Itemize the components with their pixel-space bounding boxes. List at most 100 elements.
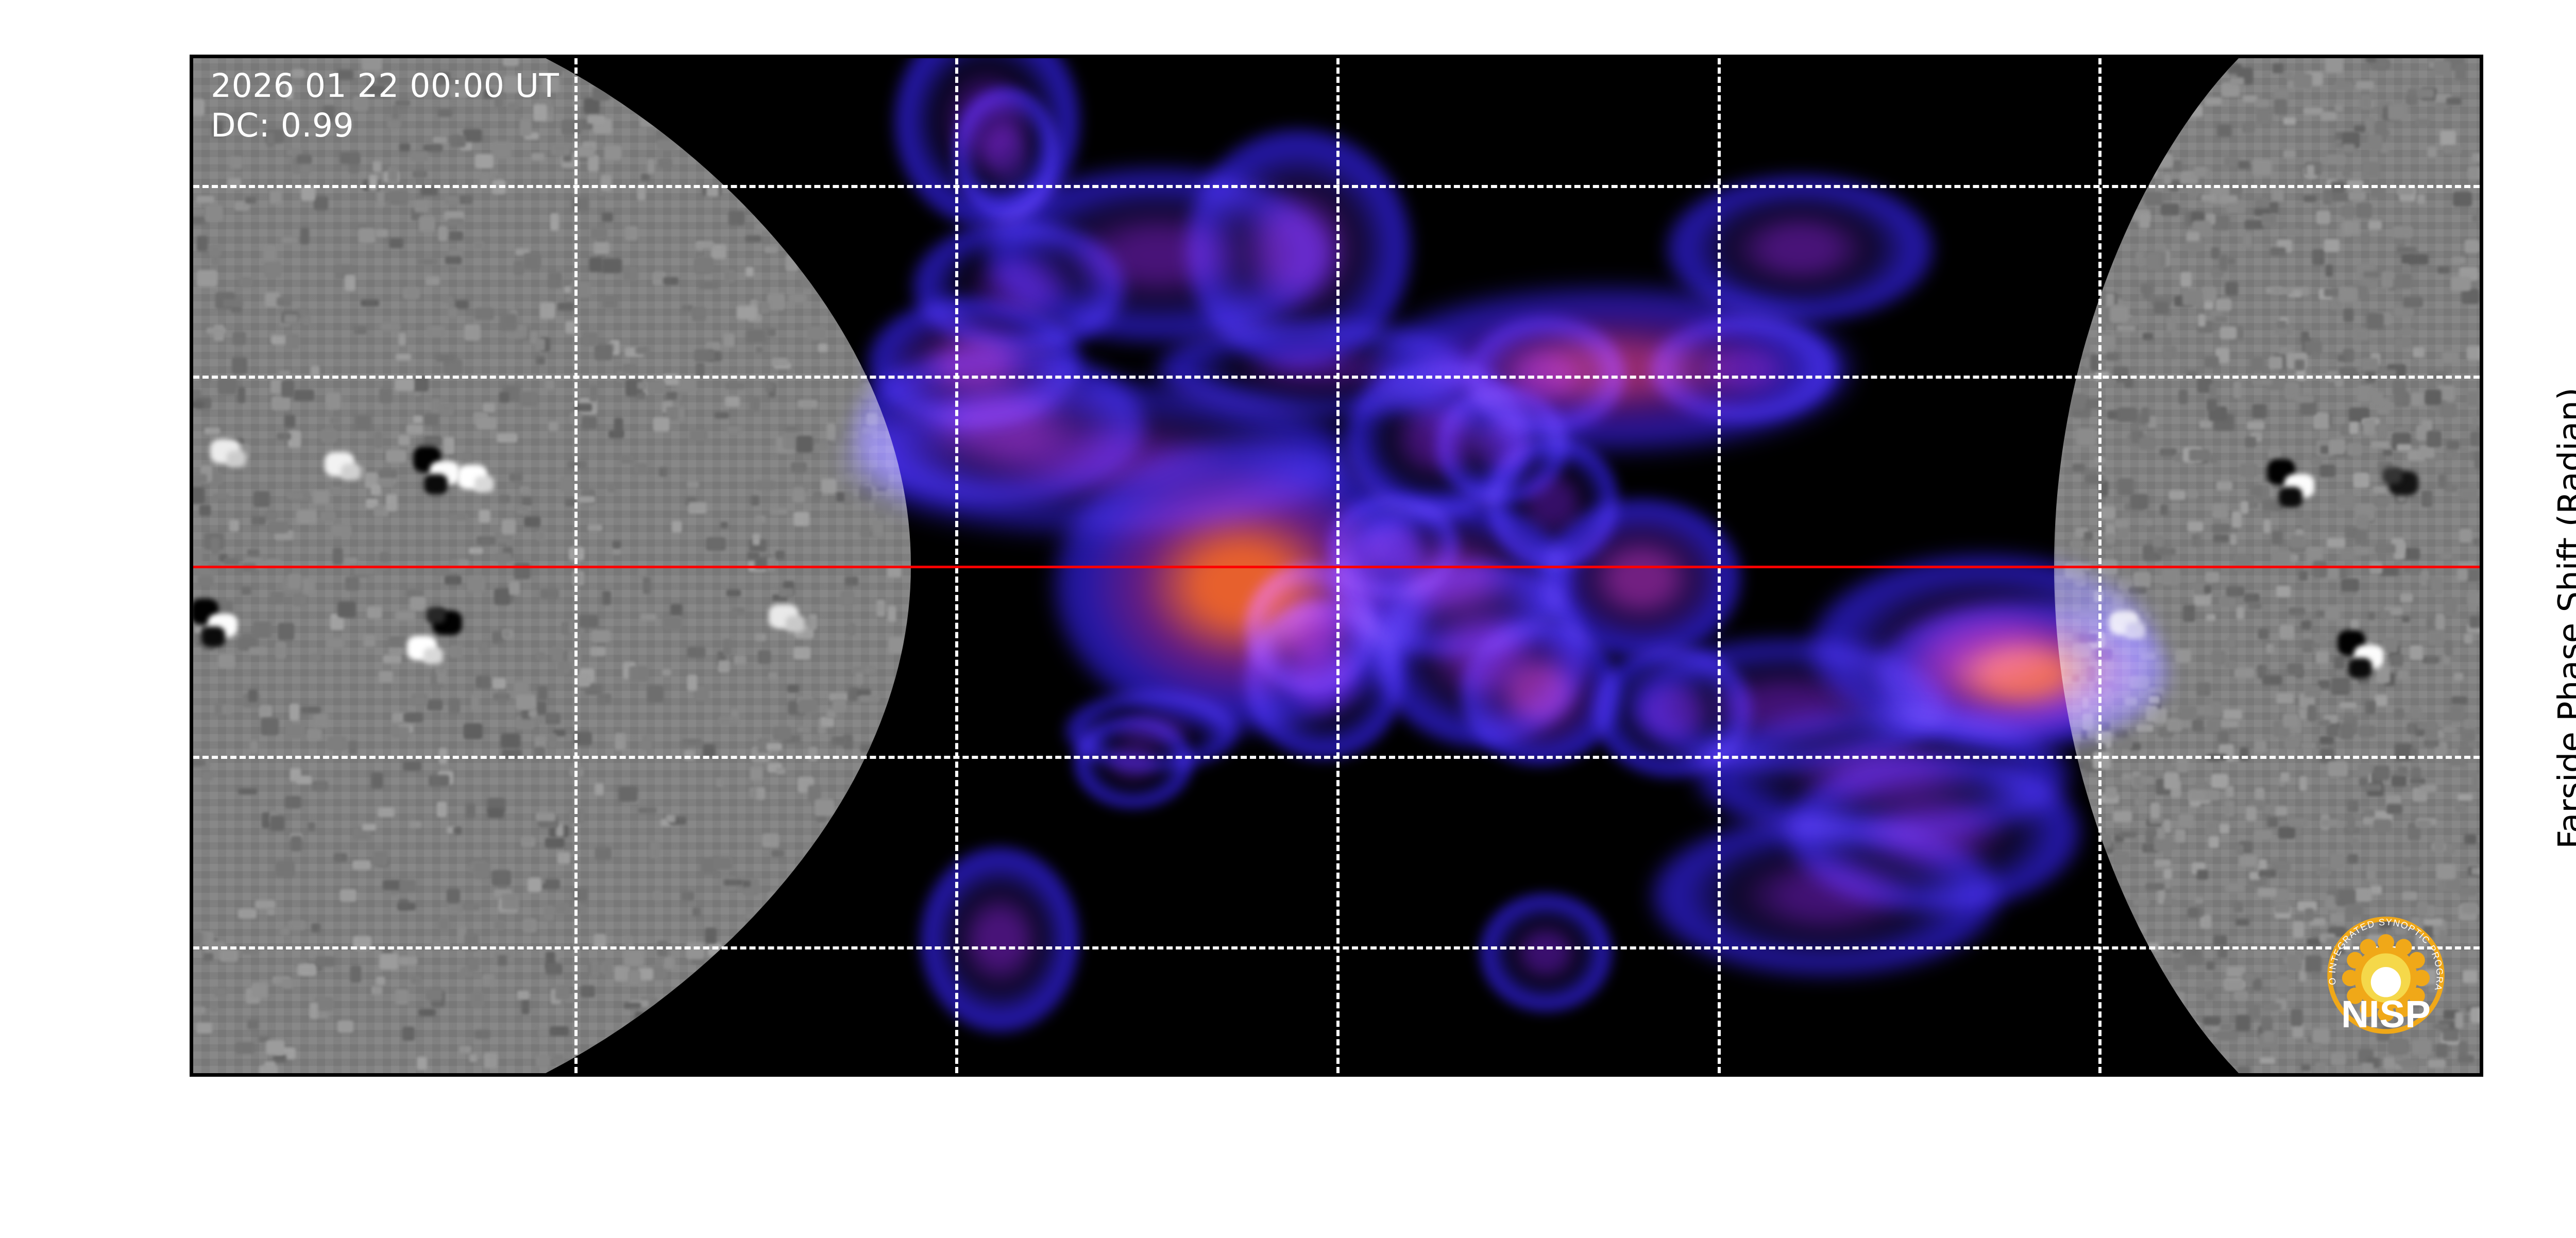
magnetogram-pixel [2258, 629, 2268, 640]
magnetogram-pixel [464, 324, 481, 341]
magnetogram-pixel [2144, 192, 2164, 206]
magnetogram-pixel [474, 1029, 490, 1039]
magnetogram-pixel [2194, 896, 2204, 904]
magnetogram-pixel [2225, 660, 2236, 669]
magnetogram-pixel [385, 449, 406, 463]
magnetogram-pixel [640, 613, 657, 621]
magnetogram-pixel [458, 559, 469, 567]
magnetogram-pixel [468, 547, 483, 554]
magnetogram-pixel [2163, 173, 2172, 185]
magnetogram-pixel [2234, 554, 2252, 572]
magnetogram-pixel [549, 1026, 569, 1036]
magnetogram-pixel [2339, 367, 2357, 376]
y-axis-tick [190, 1073, 193, 1076]
magnetogram-pixel [197, 269, 217, 287]
magnetogram-pixel [2199, 420, 2212, 429]
magnetogram-pixel [725, 382, 745, 389]
magnetogram-pixel [499, 392, 510, 403]
magnetogram-pixel [2462, 289, 2480, 304]
magnetogram-pixel [750, 496, 759, 505]
magnetogram-pixel [517, 990, 529, 999]
magnetogram-pixel [2105, 293, 2114, 307]
magnetogram-pixel [2364, 118, 2375, 132]
magnetogram-pixel [2298, 970, 2307, 981]
active-region-spot [423, 647, 443, 664]
magnetogram-pixel [2258, 870, 2276, 877]
magnetogram-pixel [688, 502, 707, 514]
magnetogram-pixel [565, 499, 575, 507]
magnetogram-pixel [2426, 431, 2442, 447]
magnetogram-pixel [2117, 408, 2138, 422]
magnetogram-pixel [2435, 613, 2445, 631]
magnetogram-pixel [535, 338, 546, 351]
magnetogram-pixel [2367, 863, 2376, 881]
magnetogram-pixel [2130, 494, 2149, 510]
magnetogram-pixel [330, 416, 341, 425]
magnetogram-pixel [2146, 883, 2164, 891]
magnetogram-pixel [2331, 677, 2350, 696]
magnetogram-pixel [581, 416, 598, 430]
magnetogram-pixel [264, 261, 282, 278]
magnetogram-pixel [2234, 668, 2256, 678]
magnetogram-pixel [2086, 398, 2103, 409]
magnetogram-pixel [2420, 570, 2429, 586]
magnetogram-pixel [492, 631, 503, 645]
magnetogram-pixel [866, 665, 877, 673]
magnetogram-pixel [2295, 360, 2305, 370]
magnetogram-pixel [2216, 299, 2231, 311]
magnetogram-pixel [594, 344, 613, 361]
magnetogram-pixel [2304, 685, 2321, 697]
magnetogram-pixel [2312, 1028, 2330, 1043]
magnetogram-pixel [2117, 478, 2134, 496]
magnetogram-pixel [2244, 220, 2264, 230]
magnetogram-pixel [345, 275, 355, 292]
magnetogram-pixel [2349, 421, 2359, 434]
magnetogram-pixel [2466, 569, 2480, 582]
magnetogram-pixel [326, 638, 345, 649]
magnetogram-pixel [548, 272, 563, 289]
magnetogram-pixel [2451, 257, 2466, 264]
magnetogram-pixel [379, 953, 398, 970]
magnetogram-pixel [232, 357, 247, 375]
magnetogram-pixel [2133, 572, 2150, 588]
magnetogram-pixel [2213, 215, 2230, 231]
magnetogram-pixel [395, 99, 411, 106]
magnetogram-pixel [251, 516, 266, 525]
magnetogram-pixel [2375, 544, 2396, 554]
magnetogram-pixel [2417, 194, 2425, 204]
magnetogram-pixel [742, 880, 751, 887]
magnetogram-pixel [634, 463, 648, 474]
magnetogram-pixel [2410, 706, 2422, 720]
magnetogram-pixel [253, 491, 270, 507]
magnetogram-pixel [193, 401, 204, 408]
magnetogram-pixel [533, 104, 548, 122]
magnetogram-pixel [320, 429, 337, 443]
magnetogram-pixel [381, 480, 394, 488]
magnetogram-pixel [2100, 506, 2115, 519]
magnetogram-pixel [601, 212, 614, 222]
magnetogram-pixel [2316, 211, 2330, 224]
magnetogram-pixel [2328, 761, 2348, 777]
magnetogram-pixel [2443, 145, 2461, 155]
magnetogram-pixel [2359, 725, 2376, 738]
magnetogram-pixel [239, 277, 252, 287]
magnetogram-pixel [2320, 445, 2329, 454]
magnetogram-pixel [2245, 806, 2257, 822]
magnetogram-pixel [787, 685, 799, 693]
magnetogram-pixel [206, 328, 226, 334]
magnetogram-pixel [2372, 486, 2393, 494]
magnetogram-pixel [249, 740, 258, 754]
magnetogram-pixel [2178, 706, 2197, 720]
magnetogram-pixel [815, 799, 835, 816]
magnetogram-pixel [541, 878, 561, 889]
magnetogram-pixel [270, 591, 284, 604]
magnetogram-pixel [2445, 484, 2458, 492]
magnetogram-pixel [548, 421, 558, 432]
magnetogram-pixel [2294, 395, 2314, 403]
magnetogram-pixel [2202, 789, 2221, 801]
magnetogram-pixel [2116, 325, 2136, 332]
magnetogram-pixel [194, 625, 202, 633]
magnetogram-pixel [288, 573, 301, 589]
magnetogram-pixel [2287, 955, 2300, 971]
magnetogram-pixel [756, 787, 766, 800]
